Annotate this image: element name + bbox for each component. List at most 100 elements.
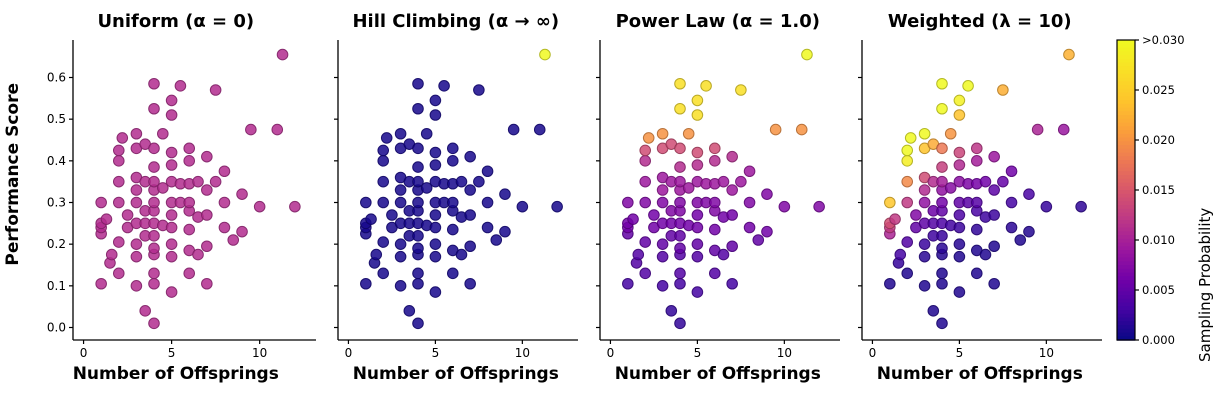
scatter-point [673, 277, 686, 290]
colorbar-segment [1116, 137, 1135, 142]
scatter-point [734, 84, 747, 96]
scatter-point [481, 165, 494, 178]
scatter-point [918, 184, 931, 196]
scatter-point [935, 277, 948, 290]
scatter-point [147, 277, 160, 290]
colorbar-segment [1116, 295, 1135, 300]
scatter-point [112, 267, 125, 280]
colorbar-segment [1116, 100, 1135, 105]
colorbar-segment [1116, 250, 1135, 255]
colorbar-segment [1116, 223, 1135, 229]
scatter-point [498, 188, 511, 200]
scatter-point [927, 305, 939, 317]
colorbar-segment [1116, 130, 1135, 135]
scatter-point [420, 127, 433, 140]
scatter-point [935, 161, 948, 173]
scatter-point [953, 221, 965, 234]
scatter-point [411, 175, 424, 188]
scatter-point [894, 248, 906, 261]
scatter-point [656, 280, 669, 292]
scatter-point [472, 84, 485, 96]
scatter-point [411, 277, 424, 290]
scatter-point [156, 182, 169, 194]
scatter-point [411, 77, 424, 90]
scatter-point [116, 132, 128, 144]
scatter-point [200, 184, 213, 196]
colorbar-segment [1116, 231, 1135, 236]
scatter-point [191, 248, 204, 261]
panel-uniform-title: Uniform (α = 0) [97, 11, 255, 32]
x-tick-label: 5 [431, 346, 439, 360]
scatter-point [682, 182, 695, 194]
colorbar-segment [1116, 332, 1135, 337]
scatter-point [411, 317, 424, 330]
scatter-point [918, 238, 931, 250]
scatter-point [639, 155, 651, 167]
scatter-point [647, 209, 660, 221]
scatter-point [1075, 200, 1087, 213]
colorbar-segment [1116, 242, 1135, 247]
x-tick-label: 5 [955, 346, 963, 360]
scatter-point [209, 84, 222, 96]
scatter-point [813, 200, 825, 213]
x-tick-label: 0 [606, 346, 614, 360]
scatter-point [165, 221, 178, 234]
scatter-point [935, 77, 948, 90]
scatter-point [656, 250, 669, 263]
colorbar-segment [1116, 171, 1135, 176]
scatter-point [538, 48, 551, 61]
scatter-point [276, 48, 289, 61]
colorbar-segment [1116, 145, 1135, 150]
scatter-point [918, 280, 931, 292]
scatter-point [385, 209, 398, 221]
colorbar-tick-label: 0.010 [1142, 233, 1175, 247]
scatter-point [411, 142, 424, 155]
scatter-point [147, 102, 160, 115]
scatter-point [901, 155, 913, 167]
scatter-point [883, 277, 896, 290]
scatter-point [726, 240, 738, 253]
scatter-point [394, 184, 407, 196]
scatter-point [377, 155, 389, 167]
y-tick-label: 0.1 [47, 279, 66, 293]
scatter-point [112, 236, 125, 248]
scatter-point [464, 150, 476, 163]
scatter-point [359, 277, 372, 290]
scatter-point [165, 146, 178, 159]
colorbar-segment [1116, 283, 1135, 289]
colorbar-segment [1116, 73, 1135, 79]
scatter-point [717, 248, 730, 261]
colorbar-segment [1116, 246, 1135, 251]
scatter-point [446, 196, 459, 209]
scatter-point [639, 236, 651, 248]
scatter-point [165, 209, 178, 221]
scatter-point [743, 196, 756, 209]
scatter-point [621, 196, 634, 209]
scatter-point [429, 238, 441, 250]
colorbar-segment [1116, 186, 1135, 191]
colorbar-segment [1116, 152, 1135, 157]
scatter-point [105, 248, 118, 261]
colorbar-segment [1116, 325, 1135, 330]
scatter-point [970, 196, 983, 209]
scatter-point [953, 250, 965, 263]
scatter-point [200, 240, 213, 253]
scatter-point [380, 132, 393, 144]
scatter-point [130, 196, 142, 209]
colorbar-segment [1116, 148, 1135, 154]
colorbar-tick-label: 0.005 [1142, 283, 1175, 297]
x-tick-label: 10 [1038, 346, 1053, 360]
colorbar-segment [1116, 81, 1135, 86]
scatter-point [271, 123, 283, 136]
scatter-point [551, 200, 563, 213]
scatter-point [717, 175, 730, 188]
colorbar-segment [1116, 175, 1135, 180]
colorbar-segment [1116, 58, 1135, 64]
scatter-point [1062, 48, 1075, 61]
colorbar-segment [1116, 77, 1135, 82]
scatter-point [429, 146, 441, 159]
scatter-point [1005, 165, 1018, 178]
colorbar-segment [1116, 280, 1135, 285]
scatter-point [632, 248, 644, 261]
scatter-point [130, 250, 142, 263]
